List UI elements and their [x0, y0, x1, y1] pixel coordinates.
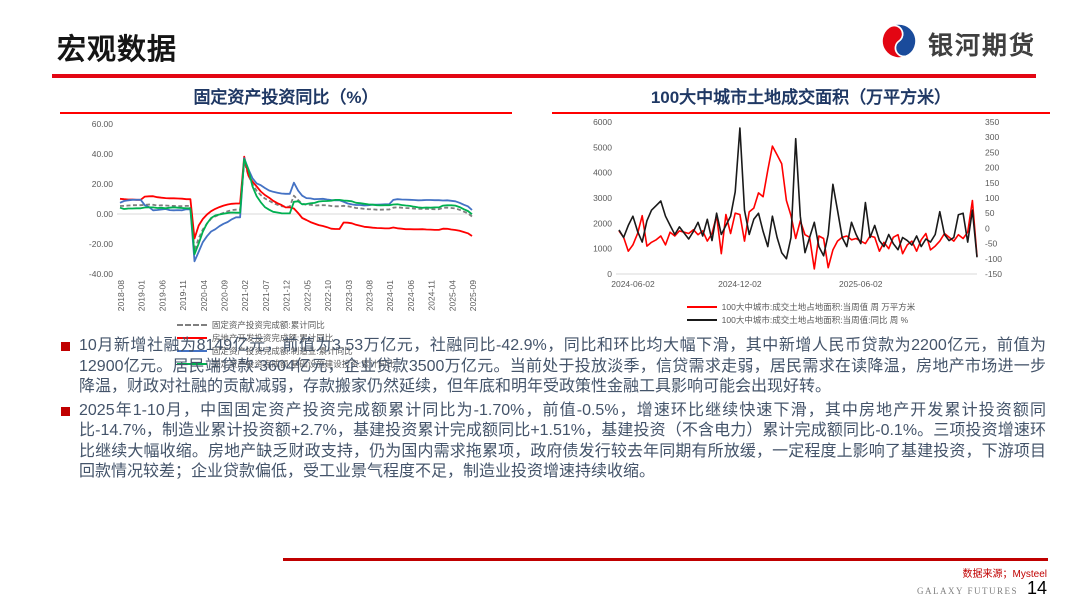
company-logo: 银河期货	[880, 22, 1036, 65]
svg-text:2024-11: 2024-11	[427, 280, 437, 311]
svg-text:-40.00: -40.00	[89, 269, 113, 279]
svg-text:2021-12: 2021-12	[282, 280, 292, 311]
right-chart-plot: 6000500040003000200010000350300250200150…	[593, 117, 1002, 289]
svg-text:2021-07: 2021-07	[261, 280, 271, 311]
svg-text:40.00: 40.00	[92, 149, 114, 159]
svg-text:4000: 4000	[593, 168, 612, 178]
legend-label: 100大中城市:成交土地占地面积:当周值:同比 周 %	[721, 315, 909, 325]
svg-text:2020-04: 2020-04	[199, 280, 209, 311]
legend-line-sample	[176, 350, 207, 352]
svg-text:0: 0	[607, 269, 612, 279]
legend-label: 固定资产投资完成额:累计同比	[211, 320, 325, 330]
svg-text:50: 50	[985, 208, 995, 218]
left-chart-legend: 固定资产投资完成额:累计同比 房地产开发投资完成额:累计同比固定资产投资完成额:制…	[176, 319, 396, 370]
logo-text: 银河期货	[927, 31, 1036, 60]
svg-text:2025-09: 2025-09	[468, 280, 478, 311]
left-chart-title: 固定资产投资同比（%）	[60, 88, 512, 114]
legend-label: 100大中城市:成交土地占地面积:当周值 周 万平方米	[721, 302, 916, 312]
svg-text:6000: 6000	[593, 117, 612, 127]
svg-text:2024-01: 2024-01	[385, 280, 395, 311]
svg-text:2000: 2000	[593, 218, 612, 228]
svg-text:2024-06-02: 2024-06-02	[611, 279, 655, 289]
bullet-fixed-asset-investment: 2025年1-10月，中国固定资产投资完成额累计同比为-1.70%，前值-0.5…	[60, 401, 1046, 483]
footer-divider	[283, 558, 1048, 561]
bullet-square-icon	[61, 406, 70, 416]
galaxy-swirl-icon	[880, 22, 918, 65]
svg-text:-100: -100	[985, 254, 1002, 264]
svg-text:2023-03: 2023-03	[344, 280, 354, 311]
legend-item: 100大中城市:成交土地占地面积:当周值:同比 周 %	[686, 314, 916, 326]
svg-text:2021-02: 2021-02	[240, 280, 250, 311]
svg-text:2025-04: 2025-04	[447, 280, 457, 311]
svg-text:-20.00: -20.00	[89, 239, 113, 249]
svg-text:2022-10: 2022-10	[323, 280, 333, 311]
svg-text:-50: -50	[985, 239, 998, 249]
data-source-note: 数据来源；Mysteel	[962, 569, 1047, 580]
svg-text:20.00: 20.00	[92, 179, 114, 189]
svg-text:-150: -150	[985, 269, 1002, 279]
bullet-text: 2025年1-10月，中国固定资产投资完成额累计同比为-1.70%，前值-0.5…	[79, 401, 1046, 481]
analysis-text-block: 10月新增社融为8149亿元，前值为3.53万亿元，社融同比-42.9%，同比和…	[60, 336, 1046, 486]
charts-row: 固定资产投资同比（%） 60.00 40.00 20.00 0.00 -20.00 -40…	[60, 88, 1050, 370]
svg-text:200: 200	[985, 163, 999, 173]
right-chart-title: 100大中城市土地成交面积（万平方米）	[552, 88, 1050, 114]
svg-text:150: 150	[985, 178, 999, 188]
legend-item: 固定资产投资完成额:累计同比	[176, 319, 395, 331]
svg-text:2024-06: 2024-06	[406, 280, 416, 311]
svg-text:300: 300	[985, 132, 999, 142]
svg-text:2018-08: 2018-08	[116, 280, 126, 311]
legend-line-sample	[176, 363, 207, 365]
svg-text:2019-11: 2019-11	[178, 280, 188, 311]
fixed-asset-investment-chart-panel: 固定资产投资同比（%） 60.00 40.00 20.00 0.00 -20.00 -40…	[60, 88, 512, 370]
footer-brand-text: GALAXY FUTURES	[917, 586, 1018, 596]
svg-text:350: 350	[985, 117, 999, 127]
legend-line-sample	[176, 337, 207, 339]
svg-text:2019-01: 2019-01	[137, 280, 147, 311]
legend-line-sample	[686, 319, 717, 321]
bullet-social-financing: 10月新增社融为8149亿元，前值为3.53万亿元，社融同比-42.9%，同比和…	[60, 336, 1046, 398]
header-divider	[52, 74, 1036, 78]
legend-line-sample	[686, 306, 717, 308]
legend-label: 固定资产投资完成额:制造业:累计同比	[211, 346, 353, 356]
legend-item: 房地产开发投资完成额:累计同比	[176, 332, 395, 344]
svg-text:2020-09: 2020-09	[220, 280, 230, 311]
legend-item: 固定资产投资完成额:基础设施建设投资:累计同比	[176, 358, 396, 370]
svg-text:0.00: 0.00	[96, 209, 113, 219]
svg-text:60.00: 60.00	[92, 119, 114, 129]
svg-text:2025-06-02: 2025-06-02	[839, 279, 883, 289]
svg-text:2024-12-02: 2024-12-02	[718, 279, 762, 289]
page-title: 宏观数据	[57, 34, 178, 66]
legend-item: 固定资产投资完成额:制造业:累计同比	[176, 345, 395, 357]
svg-text:2019-06: 2019-06	[157, 280, 167, 311]
land-transaction-chart-panel: 100大中城市土地成交面积（万平方米） 6000 5000 4000 3000 2000…	[552, 88, 1050, 370]
bullet-square-icon	[61, 342, 70, 351]
svg-text:100: 100	[985, 193, 999, 203]
page-number: 14	[1026, 578, 1047, 598]
svg-text:2022-05: 2022-05	[302, 280, 312, 311]
footer-brand-row: GALAXY FUTURES 14	[917, 578, 1047, 599]
svg-text:2023-08: 2023-08	[364, 280, 374, 311]
svg-text:0: 0	[985, 223, 990, 233]
legend-label: 房地产开发投资完成额:累计同比	[211, 333, 334, 343]
legend-item: 100大中城市:成交土地占地面积:当周值 周 万平方米	[686, 301, 916, 313]
right-chart-legend: 100大中城市:成交土地占地面积:当周值 周 万平方米 100大中城市:成交土地占…	[686, 301, 916, 326]
bullet-text: 10月新增社融为8149亿元，前值为3.53万亿元，社融同比-42.9%，同比和…	[79, 337, 1046, 395]
svg-text:5000: 5000	[593, 142, 612, 152]
legend-label: 固定资产投资完成额:基础设施建设投资:累计同比	[211, 359, 396, 369]
svg-text:3000: 3000	[593, 193, 612, 203]
svg-text:1000: 1000	[593, 244, 612, 254]
svg-text:250: 250	[985, 147, 999, 157]
legend-line-sample	[176, 324, 207, 326]
